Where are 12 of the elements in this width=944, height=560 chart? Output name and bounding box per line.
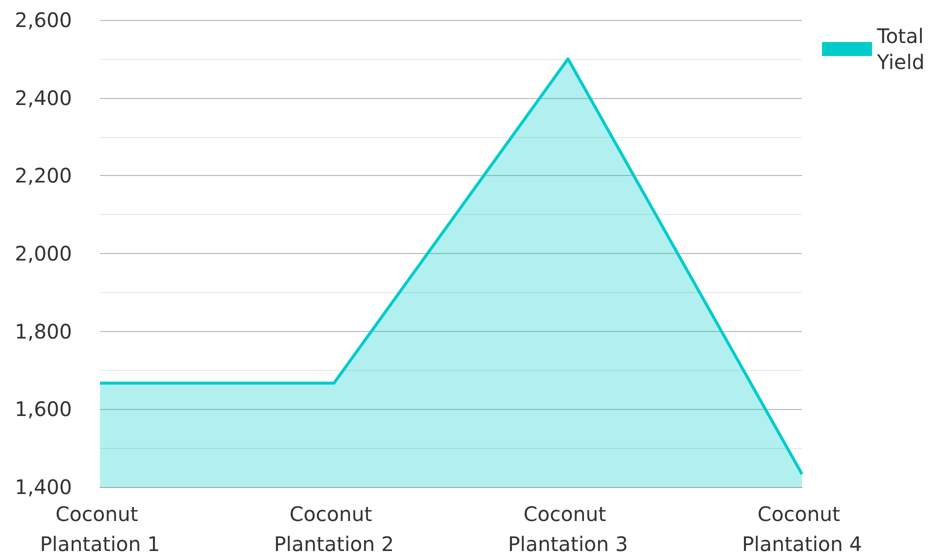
x-tick-label: Coconut Plantation 1 (40, 502, 160, 556)
x-tick-label: Coconut Plantation 4 (742, 502, 862, 556)
y-tick-label: 2,000 (14, 242, 72, 266)
y-tick-label: 1,400 (14, 475, 72, 499)
legend-label: Total Yield (876, 24, 930, 74)
x-tick-label: Coconut Plantation 3 (508, 502, 628, 556)
y-tick-label: 1,800 (14, 319, 72, 344)
y-tick-label: 2,600 (14, 8, 72, 32)
y-tick-label: 2,200 (14, 164, 72, 188)
y-tick-label: 1,600 (14, 397, 72, 422)
x-tick-label: Coconut Plantation 2 (274, 502, 394, 556)
y-tick-label: 2,400 (14, 86, 72, 110)
